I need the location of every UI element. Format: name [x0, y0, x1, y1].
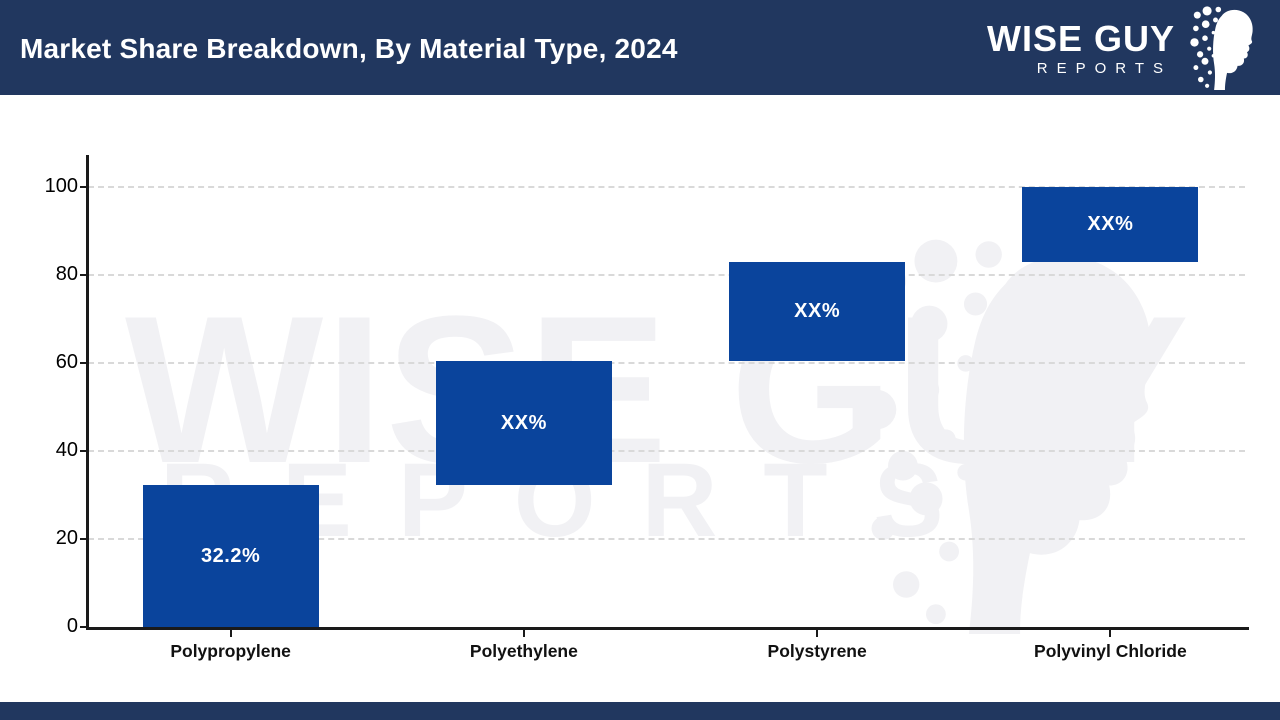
bar: XX%	[729, 261, 906, 362]
y-axis-tick-label: 60	[55, 351, 78, 373]
bar: 32.2%	[142, 485, 319, 627]
x-axis-tick-mark	[1109, 629, 1112, 637]
y-axis-tick-mark	[80, 186, 87, 188]
page-title: Market Share Breakdown, By Material Type…	[20, 33, 678, 64]
y-axis	[86, 155, 89, 629]
brand-logo: WISE GUY REPORTS	[987, 0, 1270, 95]
x-axis-tick-mark	[229, 629, 232, 637]
y-axis-tick-mark	[80, 626, 87, 628]
y-axis-tick-label: 100	[44, 175, 78, 197]
x-axis-label: Polystyrene	[767, 641, 867, 661]
chart-plot-area: 0 20 40 60 80 100 32.2% Polypropylene XX% Polyeth…	[0, 95, 1280, 702]
y-axis-tick-mark	[80, 538, 87, 540]
gridline	[88, 186, 1245, 188]
brand-logo-subtext: REPORTS	[1036, 60, 1172, 77]
y-axis-tick-label: 40	[55, 439, 78, 461]
x-axis-label: Polyethylene	[469, 641, 578, 661]
header: Market Share Breakdown, By Material Type…	[0, 0, 1280, 95]
bar-value-label: 32.2%	[201, 544, 261, 567]
y-axis-tick-mark	[80, 450, 87, 452]
bar: XX%	[435, 361, 612, 486]
gridline	[88, 274, 1245, 276]
bar-value-label: XX%	[1087, 212, 1134, 235]
y-axis-tick-mark	[80, 362, 87, 364]
x-axis-tick-mark	[816, 629, 819, 637]
x-axis	[86, 627, 1249, 630]
gridline	[88, 450, 1245, 452]
bar: XX%	[1022, 187, 1199, 262]
bar-value-label: XX%	[500, 411, 547, 434]
brand-logo-text: WISE GUY	[986, 18, 1175, 59]
y-axis-tick-mark	[80, 274, 87, 276]
y-axis-tick-label: 20	[55, 527, 78, 549]
bar-value-label: XX%	[794, 300, 841, 323]
x-axis-label: Polypropylene	[170, 641, 291, 661]
x-axis-label: Polyvinyl Chloride	[1034, 641, 1187, 661]
x-axis-tick-mark	[522, 629, 525, 637]
footer-bar	[0, 702, 1280, 720]
y-axis-tick-label: 80	[55, 263, 78, 285]
dotted-head-icon	[1190, 6, 1253, 90]
gridline	[88, 538, 1245, 540]
gridline	[88, 362, 1245, 364]
y-axis-tick-label: 0	[66, 615, 78, 637]
